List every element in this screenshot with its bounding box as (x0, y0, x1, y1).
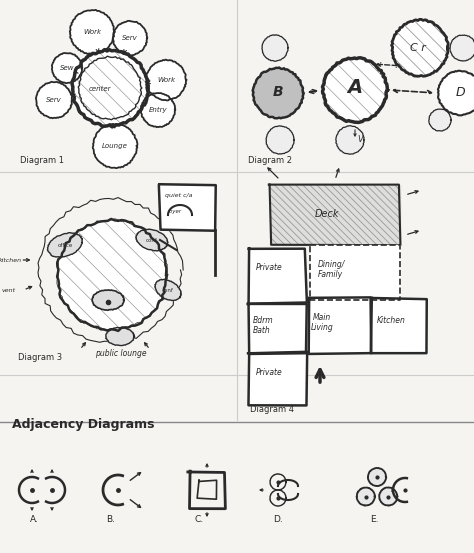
Text: D: D (455, 86, 465, 99)
Text: A: A (347, 78, 363, 97)
Polygon shape (253, 67, 303, 118)
Text: Main: Main (313, 313, 331, 322)
Text: B.: B. (106, 515, 115, 524)
Text: Family: Family (318, 270, 343, 279)
Text: kitchen: kitchen (0, 258, 22, 263)
Text: Diagram 4: Diagram 4 (250, 405, 294, 414)
Polygon shape (336, 126, 364, 154)
Polygon shape (141, 93, 175, 127)
Text: Adjacency Diagrams: Adjacency Diagrams (12, 418, 155, 431)
Polygon shape (248, 248, 306, 303)
Text: C r: C r (410, 43, 426, 53)
Text: Dining/: Dining/ (318, 260, 346, 269)
Polygon shape (438, 71, 474, 116)
Polygon shape (93, 124, 137, 168)
Polygon shape (429, 109, 451, 131)
Text: Lounge: Lounge (102, 143, 128, 149)
Polygon shape (392, 19, 448, 76)
Text: conf: conf (146, 238, 158, 243)
Polygon shape (155, 279, 181, 301)
Text: center: center (89, 86, 111, 92)
Polygon shape (72, 50, 148, 127)
Polygon shape (106, 327, 135, 346)
Polygon shape (146, 60, 186, 101)
Text: E.: E. (370, 515, 379, 524)
Polygon shape (310, 245, 400, 300)
Text: Kitchen: Kitchen (377, 316, 406, 325)
Text: Entry: Entry (149, 107, 167, 113)
Text: Living: Living (311, 323, 334, 332)
Text: B: B (273, 85, 283, 99)
Text: V: V (357, 135, 363, 144)
Text: Deck: Deck (315, 209, 339, 219)
Text: A.: A. (30, 515, 39, 524)
Text: Sew: Sew (60, 65, 74, 71)
Text: Serv: Serv (122, 35, 138, 41)
Polygon shape (52, 53, 82, 83)
Text: Work: Work (83, 29, 101, 35)
Text: foyer: foyer (168, 209, 182, 214)
Text: Bdrm: Bdrm (253, 316, 273, 325)
Polygon shape (160, 185, 215, 230)
Text: vent: vent (1, 288, 16, 293)
Text: public lounge: public lounge (95, 348, 146, 357)
Polygon shape (70, 10, 115, 54)
Polygon shape (136, 229, 168, 251)
Polygon shape (450, 35, 474, 61)
Text: Serv: Serv (46, 97, 62, 103)
Polygon shape (248, 353, 306, 405)
Text: D.: D. (273, 515, 283, 524)
Text: Diagram 3: Diagram 3 (18, 353, 62, 362)
Text: Private: Private (256, 263, 283, 272)
Polygon shape (356, 488, 375, 505)
Text: C.: C. (195, 515, 204, 524)
Polygon shape (248, 303, 306, 353)
Polygon shape (92, 290, 124, 310)
Polygon shape (57, 219, 167, 330)
Text: Diagram 1: Diagram 1 (20, 156, 64, 165)
Polygon shape (379, 487, 398, 505)
Text: Bath: Bath (253, 326, 271, 335)
Polygon shape (266, 126, 294, 154)
Polygon shape (47, 233, 82, 257)
Polygon shape (113, 21, 147, 55)
Polygon shape (322, 58, 387, 122)
Text: Work: Work (157, 77, 175, 83)
Polygon shape (308, 298, 370, 353)
Text: Diagram 2: Diagram 2 (248, 156, 292, 165)
Polygon shape (270, 185, 400, 245)
Polygon shape (368, 468, 386, 486)
Text: Private: Private (256, 368, 283, 377)
Text: quiet c/a: quiet c/a (165, 193, 192, 198)
Polygon shape (262, 35, 288, 61)
Polygon shape (36, 82, 72, 118)
Text: office: office (57, 243, 73, 248)
Text: conf: conf (162, 288, 174, 293)
Polygon shape (372, 298, 427, 353)
